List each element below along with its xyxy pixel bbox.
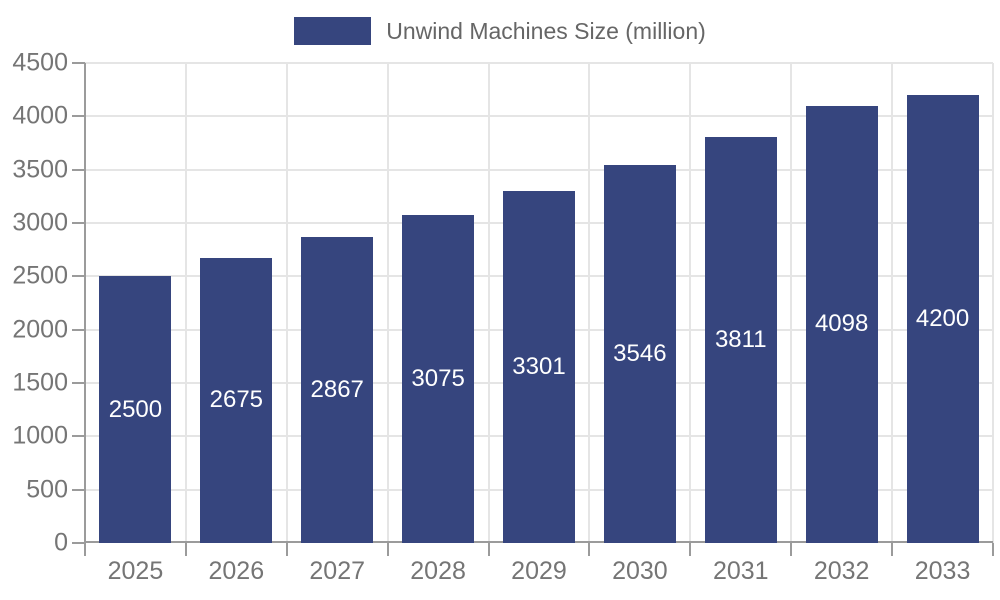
y-axis-tick — [72, 381, 85, 384]
gridline-horizontal — [85, 168, 993, 171]
bar-value-label: 2867 — [310, 376, 364, 404]
y-axis-label: 1000 — [12, 421, 68, 450]
plot-area: 2500 2675 2867 3075 3301 3546 3811 4098 4200 — [72, 62, 994, 556]
legend: Unwind Machines Size (million) — [0, 17, 1000, 45]
y-axis-labels: 0 500 1000 1500 2000 2500 3000 3500 4000 4500 — [0, 49, 68, 557]
x-axis-tick — [891, 543, 894, 556]
bar-value-label: 4200 — [915, 305, 970, 332]
gridline-vertical — [487, 63, 490, 543]
x-axis-label: 2031 — [712, 557, 769, 585]
gridline-vertical — [790, 63, 793, 543]
y-axis-line — [84, 63, 86, 543]
y-axis-label: 500 — [26, 475, 68, 504]
legend-item[interactable]: Unwind Machines Size (million) — [294, 17, 706, 45]
bar-2031[interactable]: 3811 — [704, 136, 777, 543]
x-axis-tick — [386, 543, 389, 556]
bar-2030[interactable]: 3546 — [603, 164, 676, 543]
bar-value-label: 3811 — [714, 325, 767, 353]
y-axis-tick — [72, 435, 85, 438]
y-axis-label: 1500 — [12, 368, 68, 397]
y-axis-label: 4000 — [12, 101, 68, 130]
y-axis-tick — [72, 488, 85, 491]
x-axis-tick — [588, 543, 591, 556]
x-axis-label: 2029 — [511, 557, 567, 585]
y-axis-tick — [72, 275, 85, 278]
x-axis-tick — [184, 543, 187, 556]
bar-value-label: 3301 — [512, 352, 566, 380]
y-axis-label: 4500 — [12, 48, 68, 77]
gridline-horizontal — [85, 62, 993, 64]
bar-value-label: 2675 — [209, 386, 264, 414]
y-axis-tick — [72, 221, 85, 224]
gridline-vertical — [386, 63, 389, 543]
x-axis-label: 2028 — [410, 557, 466, 585]
gridline-vertical — [184, 63, 187, 543]
bar-2028[interactable]: 3075 — [402, 215, 475, 543]
gridline-vertical — [689, 63, 692, 543]
y-axis-tick — [72, 328, 85, 331]
gridline-vertical — [588, 63, 591, 543]
y-axis-label: 2500 — [12, 261, 68, 290]
legend-swatch-icon — [294, 17, 372, 45]
x-axis-label: 2027 — [309, 557, 366, 585]
gridline-horizontal — [85, 115, 993, 118]
bar-2027[interactable]: 2867 — [301, 237, 374, 543]
bar-value-label: 4098 — [814, 310, 869, 338]
x-axis-label: 2025 — [107, 557, 164, 585]
bar-2029[interactable]: 3301 — [503, 190, 575, 543]
x-axis-tick — [992, 543, 994, 556]
y-axis-label: 0 — [54, 528, 68, 557]
bar-2025[interactable]: 2500 — [99, 276, 172, 543]
bar-2026[interactable]: 2675 — [200, 257, 273, 543]
x-axis-tick — [84, 543, 86, 556]
bar-value-label: 3075 — [411, 365, 465, 392]
x-axis-label: 2030 — [612, 557, 668, 585]
bar-value-label: 2500 — [108, 395, 163, 423]
bar-value-label: 3546 — [613, 339, 667, 367]
x-axis-labels: 2025 2026 2027 2028 2029 2030 2031 2032 2033 — [85, 557, 993, 589]
y-axis-tick — [72, 62, 85, 64]
gridline-vertical — [285, 63, 288, 543]
y-axis-tick — [72, 542, 85, 544]
bar-2033[interactable]: 4200 — [906, 95, 979, 543]
x-axis-tick — [689, 543, 692, 556]
x-axis-label: 2033 — [914, 557, 971, 585]
x-axis-tick — [285, 543, 288, 556]
y-axis-label: 3500 — [12, 155, 68, 184]
y-axis-tick — [72, 115, 85, 118]
x-axis-tick — [487, 543, 490, 556]
legend-label: Unwind Machines Size (million) — [386, 18, 706, 44]
x-axis-label: 2032 — [813, 557, 870, 585]
x-axis-tick — [790, 543, 793, 556]
gridline-vertical — [891, 63, 894, 543]
gridline-vertical — [992, 63, 994, 543]
bar-2032[interactable]: 4098 — [805, 105, 878, 543]
y-axis-label: 2000 — [12, 315, 68, 344]
y-axis-tick — [72, 168, 85, 171]
y-axis-label: 3000 — [12, 208, 68, 237]
x-axis-label: 2026 — [208, 557, 265, 585]
